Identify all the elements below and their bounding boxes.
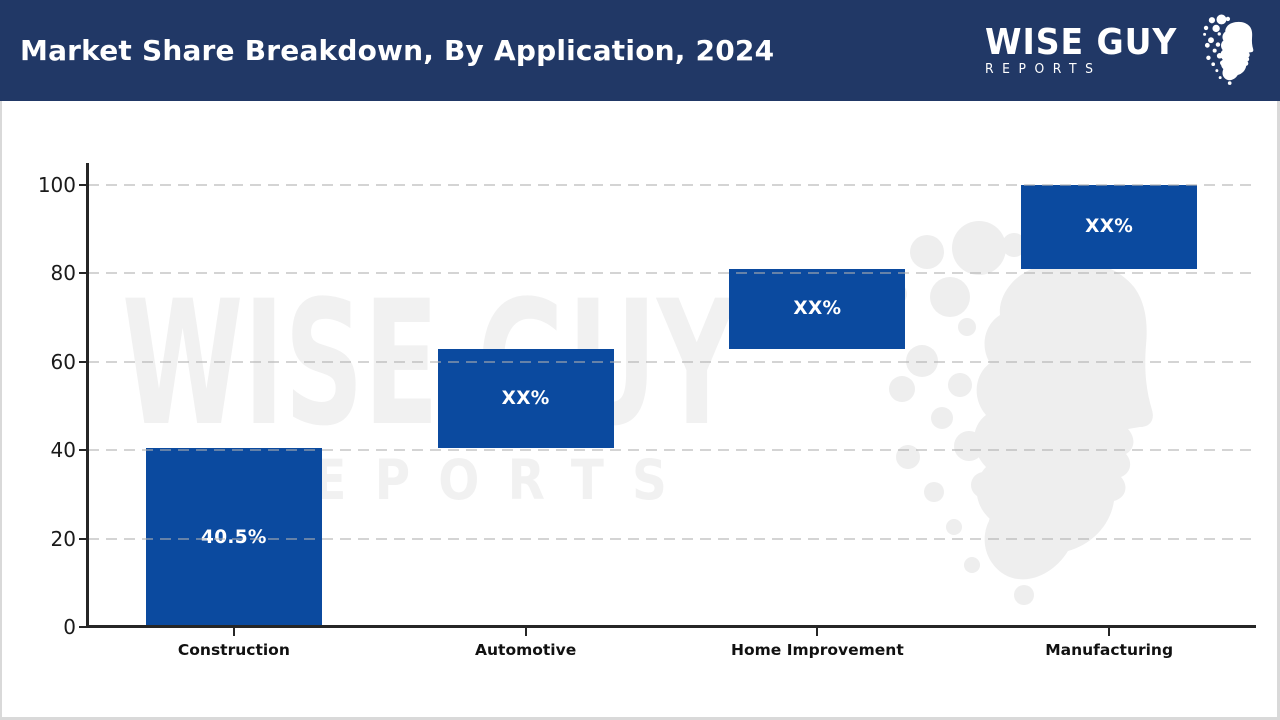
y-axis-spine — [86, 163, 89, 628]
y-tick-20 — [79, 537, 88, 540]
wiseguy-head-icon — [1203, 14, 1254, 85]
bar-value-label: XX% — [1085, 216, 1134, 238]
gridline-80 — [88, 272, 1255, 275]
y-tick-80 — [79, 272, 88, 275]
logo-text: WISE GUY REPORTS — [984, 21, 1194, 78]
bar-home-improvement: XX% — [729, 268, 906, 349]
y-tick-60 — [79, 360, 88, 363]
header: Market Share Breakdown, By Application, … — [0, 0, 1280, 101]
watermark-wordmark: WISE GUY — [122, 263, 737, 464]
y-tick-100 — [79, 184, 88, 186]
gridline-20 — [88, 537, 1255, 540]
bar-value-label: XX% — [501, 387, 550, 409]
y-tick-label-80: 80 — [50, 261, 76, 286]
y-tick-label-100: 100 — [37, 173, 76, 197]
x-axis-label-construction: Construction — [177, 641, 290, 659]
wiseguy-logo: WISE GUY REPORTS — [985, 11, 1266, 91]
y-tick-label-40: 40 — [50, 438, 76, 463]
y-tick-label-20: 20 — [50, 526, 76, 551]
gridline-100 — [88, 184, 1255, 186]
x-tick-construction — [232, 628, 235, 636]
gridline-40 — [88, 449, 1255, 452]
gridline-60 — [88, 360, 1255, 363]
logo-wordmark: WISE GUY — [984, 21, 1178, 63]
bar-value-label: 40.5% — [201, 526, 267, 548]
y-tick-40 — [79, 449, 88, 452]
x-axis-label-automotive: Automotive — [475, 641, 577, 659]
chart-title: Market Share Breakdown, By Application, … — [20, 34, 775, 67]
y-tick-label-60: 60 — [50, 349, 76, 374]
bar-manufacturing: XX% — [1021, 185, 1198, 269]
logo-subtext: REPORTS — [984, 62, 1102, 78]
bar-construction: 40.5% — [145, 447, 322, 627]
x-axis-spine — [86, 625, 1256, 628]
bar-value-label: XX% — [793, 298, 842, 320]
y-tick-0 — [79, 626, 88, 628]
x-tick-automotive — [524, 628, 527, 636]
x-axis-label-manufacturing: Manufacturing — [1045, 641, 1174, 659]
x-axis-label-home-improvement: Home Improvement — [731, 641, 904, 659]
x-tick-home-improvement — [816, 628, 819, 636]
bar-automotive: XX% — [437, 348, 614, 448]
x-tick-manufacturing — [1108, 628, 1111, 636]
page-border-left — [0, 101, 2, 720]
y-tick-label-0: 0 — [63, 615, 76, 639]
page-border-right — [1277, 101, 1280, 720]
page-border-bottom — [0, 717, 1280, 720]
